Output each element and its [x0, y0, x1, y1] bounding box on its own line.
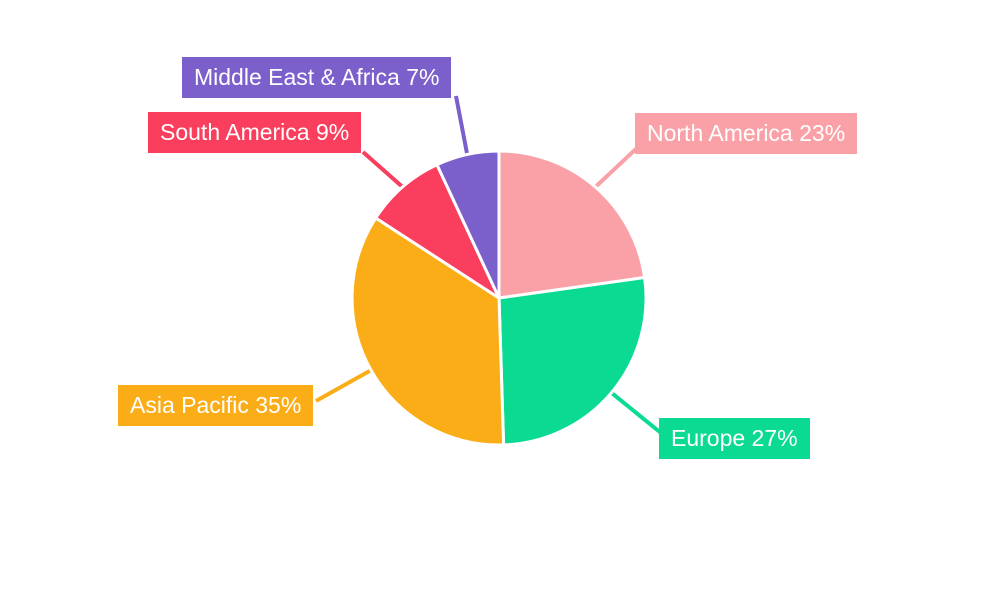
pie-slice-europe[interactable]	[497, 276, 648, 447]
pie-slice-south-america[interactable]	[374, 163, 501, 300]
leader-line-europe	[610, 391, 663, 435]
leader-line-middle-east-africa	[454, 95, 470, 155]
leader-line-north-america	[594, 146, 639, 189]
leader-line-asia-pacific	[315, 368, 372, 403]
pie-slice-asia-pacific[interactable]	[350, 216, 506, 447]
pie-slice-north-america[interactable]	[497, 149, 647, 300]
pie-label-asia-pacific: Asia Pacific 35%	[118, 385, 314, 426]
pie-label-europe: Europe 27%	[659, 418, 810, 459]
pie-label-middle-east-africa: Middle East & Africa 7%	[182, 57, 452, 98]
pie-label-south-america: South America 9%	[148, 112, 362, 153]
pie-slice-middle-east-africa[interactable]	[435, 149, 501, 300]
leader-line-south-america	[361, 150, 404, 189]
pie-label-north-america: North America 23%	[635, 113, 858, 154]
